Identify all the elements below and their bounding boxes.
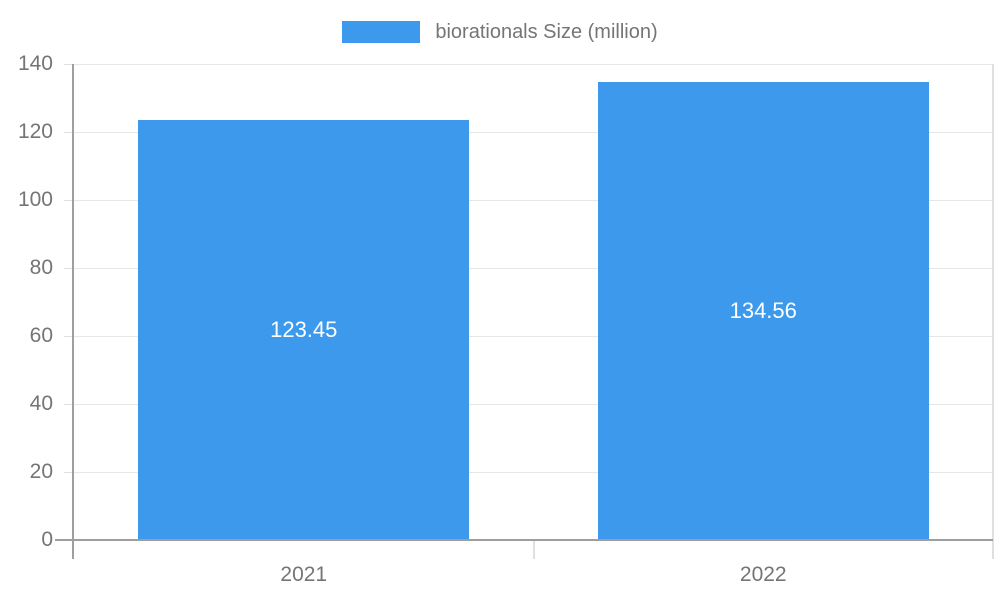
gridline-y-120 [74,131,993,133]
gridline-y-20 [74,471,993,473]
y-axis-tick-120 [64,131,74,133]
gridline-y-80 [74,267,993,269]
y-axis-tick-20 [64,471,74,473]
chart-legend: biorationals Size (million) [0,21,1000,43]
bar-value-label-2021: 123.45 [270,317,338,343]
y-axis-label-120: 120 [17,120,53,143]
x-axis-boundary-tick-1 [532,540,535,559]
y-axis-tick-140 [64,63,74,65]
y-axis-tick-100 [64,199,74,201]
legend-swatch [342,21,421,43]
plot-right-border [992,64,994,559]
x-axis-line [55,539,993,541]
legend-label: biorationals Size (million) [435,20,658,43]
gridline-y-100 [74,199,993,201]
y-axis-label-140: 140 [17,52,53,75]
x-axis-label-2022: 2022 [739,563,787,586]
gridline-y-140 [74,63,993,65]
bar-2022: 134.56 [597,82,929,540]
y-axis-tick-80 [64,267,74,269]
gridline-y-60 [74,335,993,337]
y-axis-label-0: 0 [41,528,53,551]
bar-2021: 123.45 [138,120,470,540]
y-axis-line [72,64,74,559]
gridline-y-40 [74,403,993,405]
y-axis-label-40: 40 [29,392,53,415]
y-axis-tick-60 [64,335,74,337]
x-axis-label-2021: 2021 [280,563,328,586]
y-axis-label-80: 80 [29,256,53,279]
bar-value-label-2022: 134.56 [729,298,797,324]
y-axis-label-20: 20 [29,460,53,483]
y-axis-label-60: 60 [29,324,53,347]
y-axis-label-100: 100 [17,188,53,211]
y-axis-tick-40 [64,403,74,405]
